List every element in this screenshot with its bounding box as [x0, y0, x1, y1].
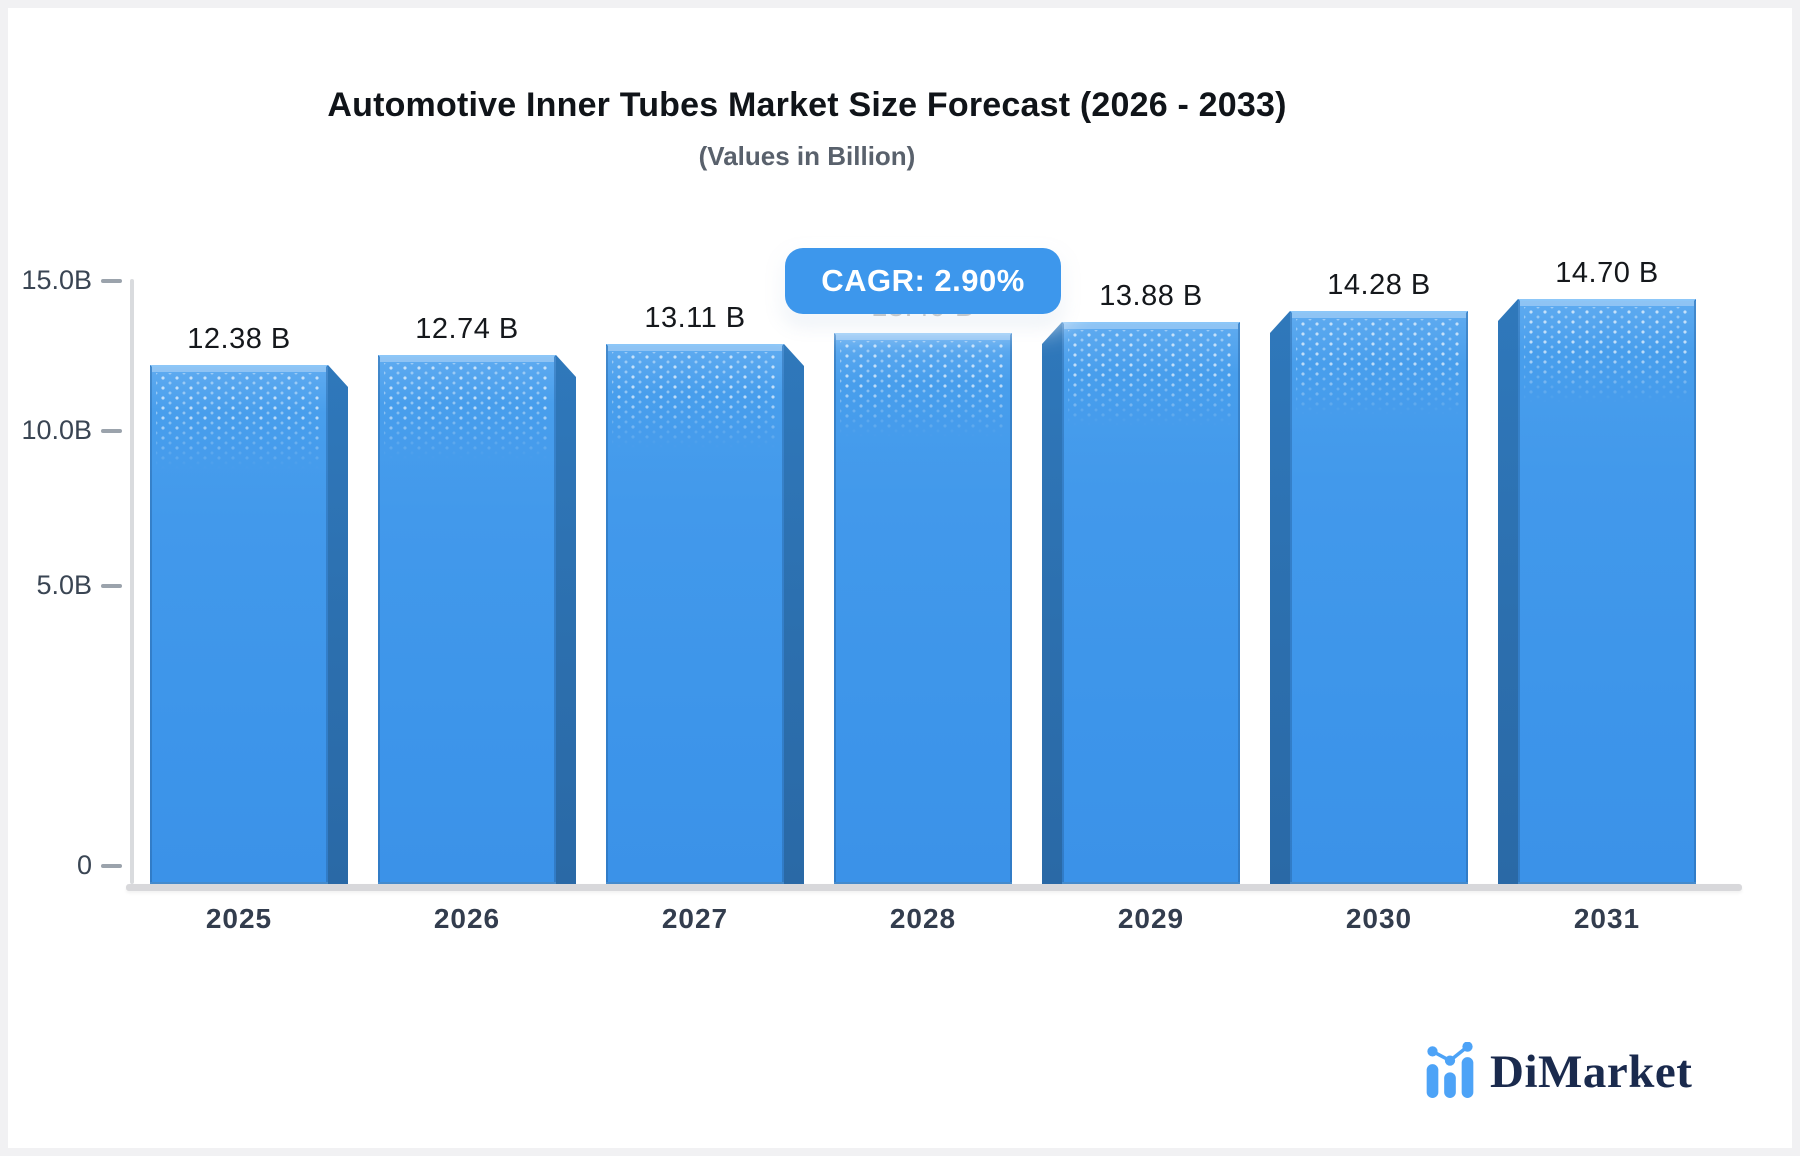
bar-3d-side: [1270, 311, 1290, 884]
y-tick-mark: [101, 864, 122, 868]
y-tick-label: 5.0B: [36, 570, 92, 600]
bar-2029: [1062, 322, 1240, 884]
x-axis-label-2025: 2025: [205, 903, 273, 934]
x-axis-label-2027: 2027: [661, 903, 729, 934]
bar-value-label: 13.11 B: [644, 302, 746, 334]
bar-2031: [1518, 299, 1696, 884]
x-axis-label-2031: 2031: [1573, 903, 1641, 934]
x-axis-label-2028: 2028: [889, 903, 957, 934]
bar-value-label: 14.28 B: [1327, 269, 1431, 301]
dimarket-logo: DiMarket: [1424, 1040, 1692, 1104]
bar-2030: [1290, 311, 1468, 884]
x-axis-label-2029: 2029: [1117, 903, 1185, 934]
bar-3d-side: [556, 355, 576, 884]
y-tick-mark: [101, 429, 122, 433]
y-axis-line: [130, 279, 134, 884]
bar-value-label: 13.88 B: [1099, 280, 1203, 312]
bar-2028: [834, 333, 1012, 884]
y-tick-mark: [101, 279, 122, 283]
bar-value-label: 12.38 B: [187, 323, 291, 355]
y-tick-label: 10.0B: [21, 415, 92, 445]
bar-value-label: 14.70 B: [1555, 257, 1659, 289]
chart-header: Automotive Inner Tubes Market Size Forec…: [0, 86, 1614, 172]
y-tick-label: 0: [76, 850, 92, 880]
y-tick-label: 15.0B: [21, 265, 92, 295]
chart-title: Automotive Inner Tubes Market Size Forec…: [327, 86, 1287, 124]
logo-wordmark: DiMarket: [1490, 1045, 1693, 1098]
chart-subtitle: (Values in Billion): [698, 141, 916, 171]
bar-3d-side: [1498, 299, 1518, 884]
x-axis-baseline: [126, 884, 1742, 891]
bar-3d-side: [1042, 322, 1062, 884]
bar-2027: [606, 344, 784, 884]
bar-2025: [150, 365, 328, 884]
bar-3d-side: [328, 365, 348, 884]
bar-3d-side: [784, 344, 804, 884]
x-axis-label-2026: 2026: [433, 903, 501, 934]
x-axis-label-2030: 2030: [1345, 903, 1413, 934]
cagr-badge: CAGR: 2.90%: [785, 248, 1061, 314]
bar-2026: [378, 355, 556, 884]
y-tick-mark: [101, 584, 122, 588]
bar-value-label: 12.74 B: [415, 313, 519, 345]
bar-chart-logo-icon: [1424, 1041, 1476, 1103]
